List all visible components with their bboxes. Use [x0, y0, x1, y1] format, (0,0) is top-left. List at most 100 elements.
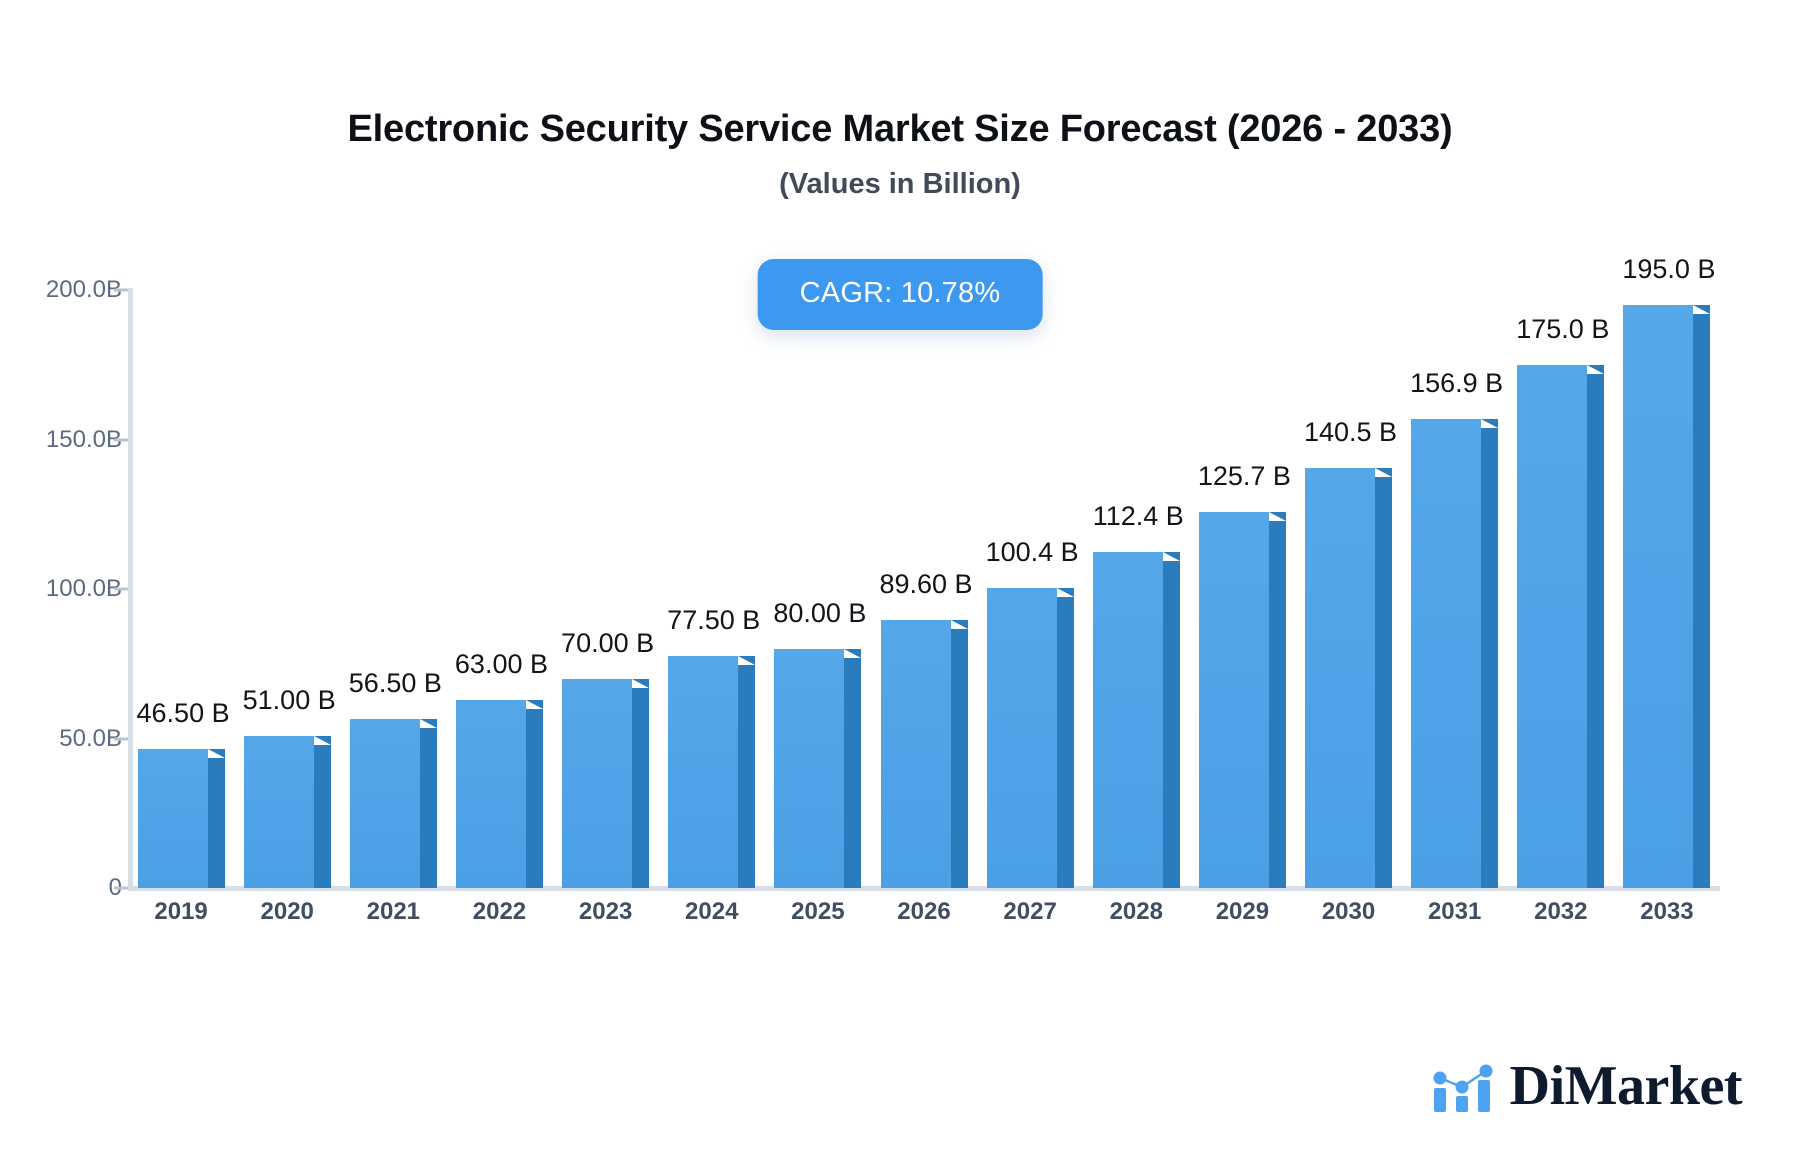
cagr-badge: CAGR: 10.78% — [757, 259, 1043, 330]
brand-logo: DiMarket — [1432, 1055, 1743, 1117]
bar-front-face — [243, 735, 314, 888]
x-tick-label: 2028 — [1109, 898, 1163, 925]
y-tick-label: 0 — [4, 874, 122, 902]
bar — [1623, 304, 1711, 888]
bar — [1092, 551, 1180, 888]
bar — [349, 719, 437, 888]
x-tick-label: 2031 — [1427, 898, 1482, 925]
bar-top-face — [1481, 418, 1499, 428]
x-tick-label: 2022 — [472, 898, 527, 925]
y-tick-mark — [114, 886, 128, 890]
bar-side-face — [844, 657, 862, 888]
bar-side-face — [419, 728, 437, 888]
bar-side-face — [313, 744, 331, 888]
bar-side-face — [525, 708, 543, 888]
bar-value-label: 156.9 B — [1410, 367, 1504, 398]
x-tick-label: 2024 — [685, 898, 739, 925]
bar-front-face — [1305, 467, 1376, 888]
bar-side-face — [1481, 427, 1499, 888]
bar-side-face — [207, 757, 225, 888]
bar-value-label: 51.00 B — [242, 684, 336, 715]
bar-front-face — [349, 719, 420, 888]
bar-front-face — [880, 620, 951, 888]
bar-front-face — [1411, 418, 1482, 888]
bar — [880, 620, 968, 888]
bar — [137, 748, 225, 888]
y-tick-label: 100.0B — [45, 575, 122, 602]
x-tick-label: 2032 — [1534, 898, 1588, 925]
bar-side-face — [1587, 373, 1605, 888]
bar-side-face — [950, 629, 968, 888]
bar-value-label: 77.50 B — [667, 605, 761, 636]
brand-name: DiMarket — [1509, 1055, 1743, 1117]
bar — [668, 656, 756, 888]
x-tick-label: 2020 — [260, 898, 314, 925]
x-axis-line — [128, 886, 1720, 891]
bar-side-face — [1693, 313, 1711, 888]
x-tick-label: 2025 — [791, 898, 845, 925]
x-tick-label: 2033 — [1640, 898, 1694, 925]
bar-front-face — [1623, 304, 1694, 888]
bar-side-face — [1056, 596, 1074, 888]
x-tick-label: 2029 — [1215, 898, 1270, 925]
bar — [1198, 512, 1286, 888]
bar-top-face — [313, 735, 331, 745]
bar-value-label: 63.00 B — [454, 648, 548, 679]
bar-chart-logo-icon — [1433, 1064, 1493, 1112]
bar-top-face — [1268, 512, 1286, 522]
bar-top-face — [738, 656, 756, 666]
x-tick-label: 2019 — [154, 898, 208, 925]
bar-side-face — [632, 687, 650, 888]
y-axis-line — [128, 288, 133, 888]
x-tick-label: 2030 — [1321, 898, 1376, 925]
bar-front-face — [668, 656, 739, 888]
page-title: Electronic Security Service Market Size … — [347, 108, 1453, 150]
y-tick-label: 150.0B — [45, 425, 122, 453]
bar-side-face — [1375, 476, 1393, 888]
bar-side-face — [1268, 521, 1286, 888]
x-tick-label: 2021 — [366, 898, 421, 925]
bar-top-face — [1587, 364, 1605, 374]
bar-value-label: 56.50 B — [348, 668, 442, 699]
bar-top-face — [1375, 467, 1393, 477]
bar-top-face — [207, 748, 225, 758]
bar-value-label: 125.7 B — [1197, 461, 1291, 492]
y-tick-mark — [114, 438, 128, 441]
bar-value-label: 195.0 B — [1622, 253, 1716, 284]
bar-front-face — [137, 748, 208, 888]
bar-value-label: 89.60 B — [879, 569, 973, 600]
bar-front-face — [562, 678, 633, 888]
bar-top-face — [1056, 587, 1074, 597]
bar-value-label: 140.5 B — [1303, 416, 1398, 447]
y-tick-mark — [114, 737, 128, 740]
bar — [1411, 418, 1499, 888]
bar-value-label: 112.4 B — [1092, 500, 1184, 531]
x-axis-labels: 2019 2020 2021 2022 2023 2024 2025 2026 2027 2028… — [128, 898, 1720, 938]
bar-value-label: 80.00 B — [773, 597, 867, 628]
bar-value-label: 100.4 B — [985, 536, 1079, 567]
bar — [243, 735, 331, 888]
bar-front-face — [1092, 551, 1163, 888]
x-tick-label: 2027 — [1003, 898, 1057, 925]
bars-layer: 46.50 B 51.00 B 56.50 B 63.00 B 70.00 B 77.50… — [128, 254, 1720, 888]
bar-top-face — [419, 719, 437, 729]
bar-top-face — [844, 648, 862, 658]
bar — [562, 678, 650, 888]
bar-top-face — [1693, 304, 1711, 314]
bar-front-face — [455, 699, 526, 888]
bar-front-face — [774, 648, 845, 888]
bar-side-face — [738, 665, 756, 888]
bar — [1305, 467, 1393, 888]
bar-value-label: 46.50 B — [136, 697, 230, 728]
bar-side-face — [1162, 560, 1180, 888]
bar-front-face — [986, 587, 1057, 888]
y-tick-mark — [114, 587, 128, 591]
bar-top-face — [632, 678, 650, 688]
bar-front-face — [1517, 364, 1588, 888]
bar — [455, 699, 543, 888]
x-tick-label: 2026 — [897, 898, 951, 925]
page-subtitle: (Values in Billion) — [779, 168, 1021, 200]
y-tick-label: 200.0B — [45, 276, 122, 303]
bar-value-label: 70.00 B — [561, 627, 655, 658]
